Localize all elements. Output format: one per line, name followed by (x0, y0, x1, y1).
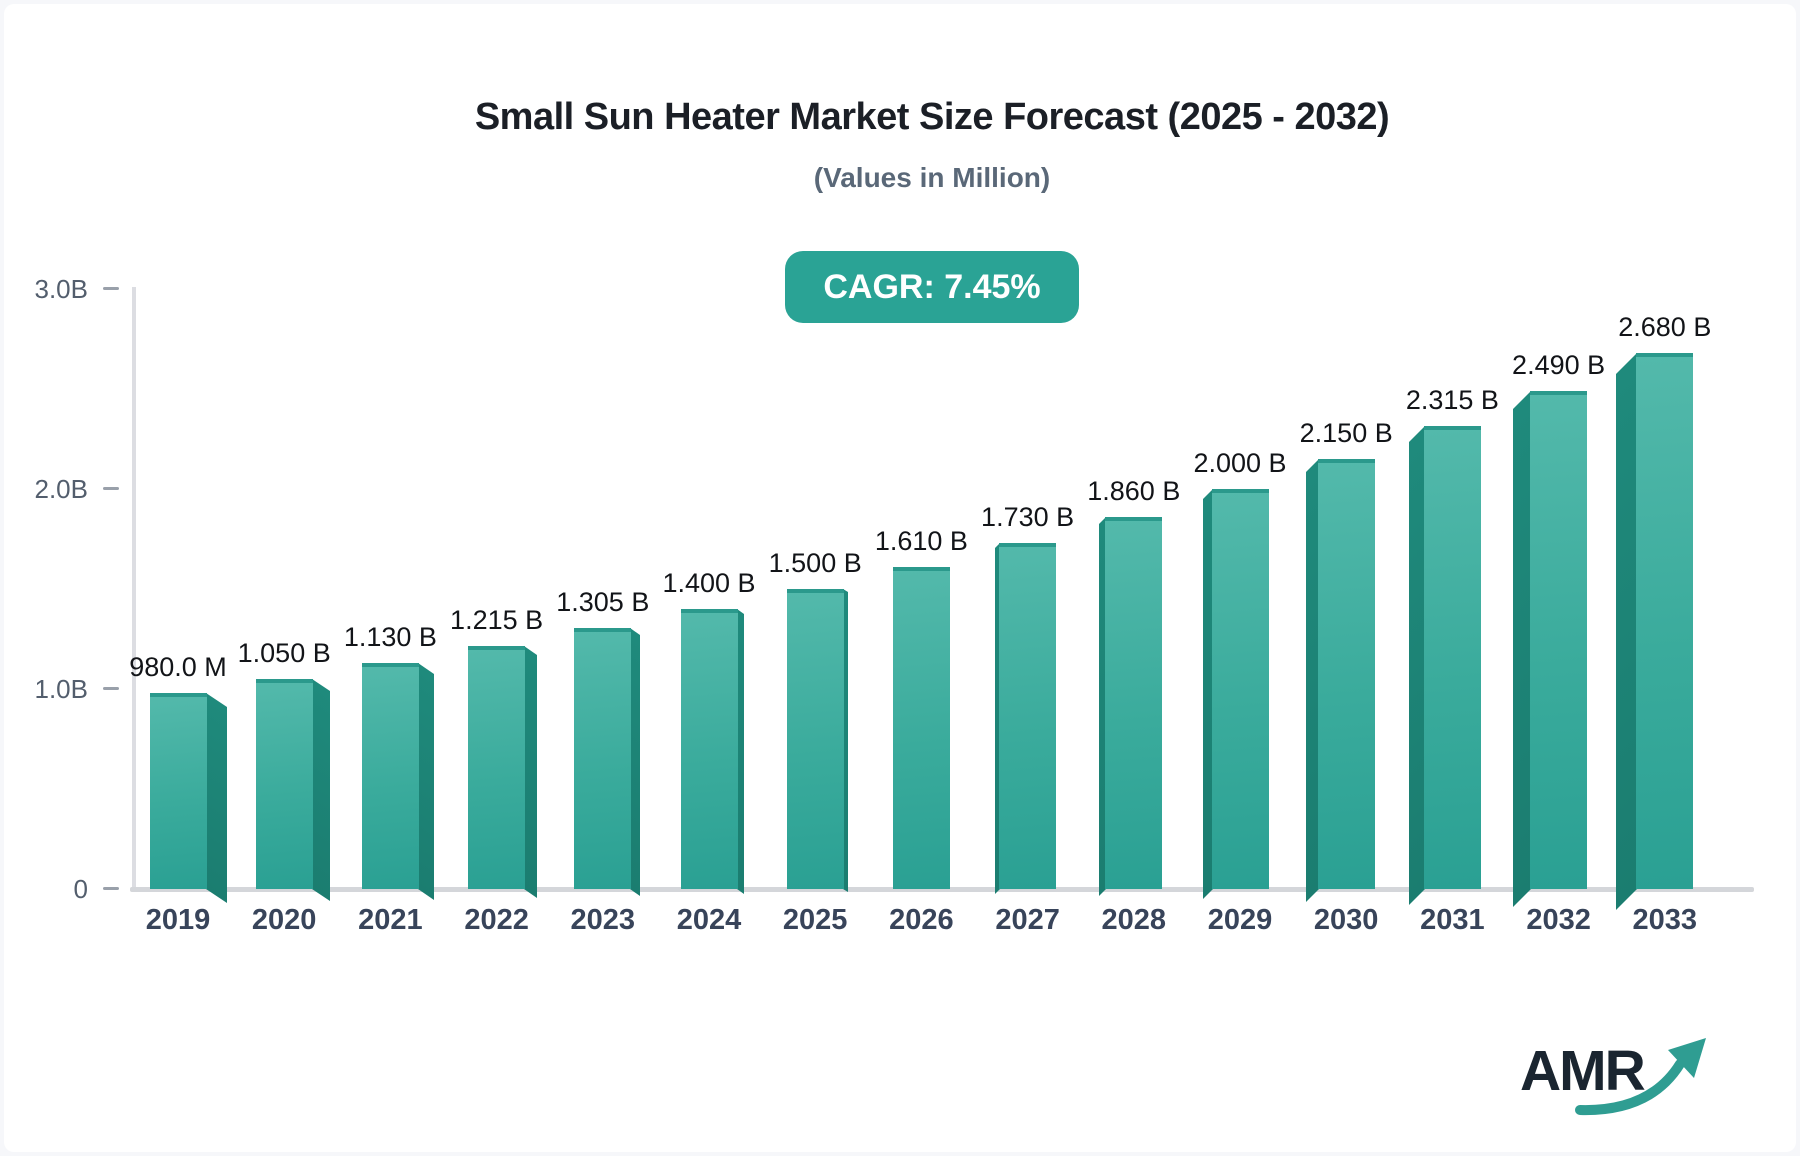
bar-value-2028: 1.860 B (1087, 476, 1181, 506)
bar-side-2021 (417, 663, 434, 900)
bar-2019 (149, 693, 207, 889)
cagr-badge-row: CAGR: 7.45% (68, 251, 1796, 323)
x-tick-2027: 2027 (995, 904, 1060, 936)
bar-2032 (1530, 391, 1588, 889)
bar-2028 (1105, 517, 1163, 889)
x-tick-2019: 2019 (145, 904, 211, 936)
bar-value-2024: 1.400 B (662, 568, 756, 598)
y-tick-mark (103, 887, 119, 890)
bar-value-2027: 1.730 B (981, 502, 1075, 532)
bar-side-2020 (311, 679, 330, 901)
bar-2023 (574, 628, 632, 889)
amr-logo: AMR (1520, 1028, 1740, 1118)
bar-2030 (1317, 459, 1375, 889)
bar-value-2032: 2.490 B (1512, 350, 1606, 380)
bar-side-2032 (1513, 391, 1532, 907)
bar-value-2022: 1.215 B (450, 605, 544, 635)
bar-value-2025: 1.500 B (768, 548, 862, 578)
bar-2020 (255, 679, 313, 889)
bar-side-2031 (1408, 426, 1425, 905)
bar-2031 (1423, 426, 1481, 889)
bar-2027 (999, 543, 1057, 889)
bar-2033 (1636, 353, 1694, 889)
y-tick-label-3.0B: 3.0B (34, 274, 89, 304)
chart-title: Small Sun Heater Market Size Forecast (2… (474, 96, 1390, 138)
y-tick-label-0: 0 (73, 874, 88, 904)
amr-logo-text: AMR (1520, 1039, 1646, 1103)
x-tick-2030: 2030 (1313, 904, 1379, 936)
bar-side-2033 (1616, 353, 1638, 910)
bar-2026 (892, 567, 950, 889)
x-tick-2026: 2026 (889, 904, 954, 936)
bar-value-2031: 2.315 B (1405, 385, 1499, 415)
bar-value-2029: 2.000 B (1193, 448, 1287, 478)
x-tick-2032: 2032 (1526, 904, 1591, 936)
bar-side-2024 (736, 609, 744, 894)
bar-2024 (680, 609, 738, 889)
chart-subtitle: (Values in Million) (813, 162, 1051, 193)
cagr-badge: CAGR: 7.45% (785, 251, 1079, 323)
x-tick-2029: 2029 (1207, 904, 1273, 936)
x-tick-2022: 2022 (464, 904, 529, 936)
bar-chart-plot: 3.0B 2.0B 1.0B 0 980.0 M 2019 1.050 B 2020 1.130… (4, 4, 1796, 1152)
bar-value-2020: 1.050 B (237, 638, 331, 668)
amr-logo-arrow-icon (1575, 1038, 1706, 1116)
bar-value-2021: 1.130 B (343, 622, 437, 652)
x-tick-2021: 2021 (358, 904, 423, 936)
bar-2021 (361, 663, 419, 889)
bar-value-2023: 1.305 B (556, 587, 650, 617)
bar-2025 (786, 589, 844, 889)
y-tick-mark (103, 287, 119, 290)
x-tick-2024: 2024 (676, 904, 742, 936)
x-tick-2028: 2028 (1101, 904, 1167, 936)
bar-2029 (1211, 489, 1269, 889)
bar-value-2033: 2.680 B (1618, 312, 1712, 342)
y-tick-label-1.0B: 1.0B (34, 674, 89, 704)
bar-side-2019 (205, 693, 227, 903)
bar-value-2026: 1.610 B (874, 526, 968, 556)
bar-value-2030: 2.150 B (1299, 418, 1393, 448)
x-tick-2031: 2031 (1420, 904, 1485, 936)
y-axis-line (132, 287, 136, 891)
x-tick-2020: 2020 (251, 904, 317, 936)
y-tick-mark (103, 687, 119, 690)
y-tick-mark (103, 487, 119, 490)
x-tick-2023: 2023 (570, 904, 636, 936)
bar-value-2019: 980.0 M (129, 652, 227, 682)
x-tick-2033: 2033 (1632, 904, 1698, 936)
chart-card: Small Sun Heater Market Size Forecast (2… (4, 4, 1796, 1152)
x-axis-line (130, 887, 1754, 892)
bar-2022 (468, 646, 526, 889)
bar-side-2022 (524, 646, 538, 898)
y-tick-label-2.0B: 2.0B (34, 474, 89, 504)
bar-side-2023 (630, 628, 641, 896)
x-tick-2025: 2025 (782, 904, 848, 936)
